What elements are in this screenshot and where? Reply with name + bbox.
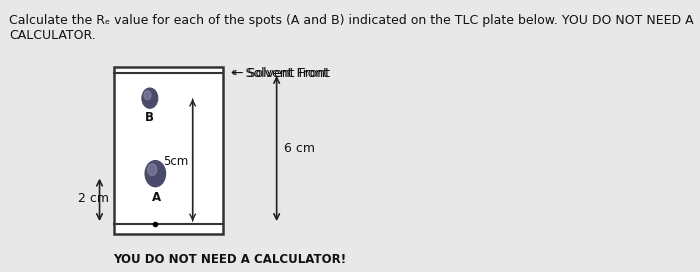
Text: 5cm: 5cm xyxy=(162,154,188,168)
Text: ← Solvent Front: ← Solvent Front xyxy=(231,66,328,79)
Circle shape xyxy=(145,161,165,187)
Circle shape xyxy=(148,164,157,175)
Text: YOU DO NOT NEED A CALCULATOR!: YOU DO NOT NEED A CALCULATOR! xyxy=(113,253,346,266)
Text: 6 cm: 6 cm xyxy=(284,142,316,155)
Text: ← Solvent Front: ← Solvent Front xyxy=(233,66,330,79)
Circle shape xyxy=(144,91,151,100)
Bar xyxy=(113,67,223,234)
Text: B: B xyxy=(145,111,153,124)
Text: Calculate the Rₑ value for each of the spots (A and B) indicated on the TLC plat: Calculate the Rₑ value for each of the s… xyxy=(9,14,694,42)
Circle shape xyxy=(142,88,158,108)
Text: 2 cm: 2 cm xyxy=(78,192,108,205)
Text: A: A xyxy=(151,191,161,204)
